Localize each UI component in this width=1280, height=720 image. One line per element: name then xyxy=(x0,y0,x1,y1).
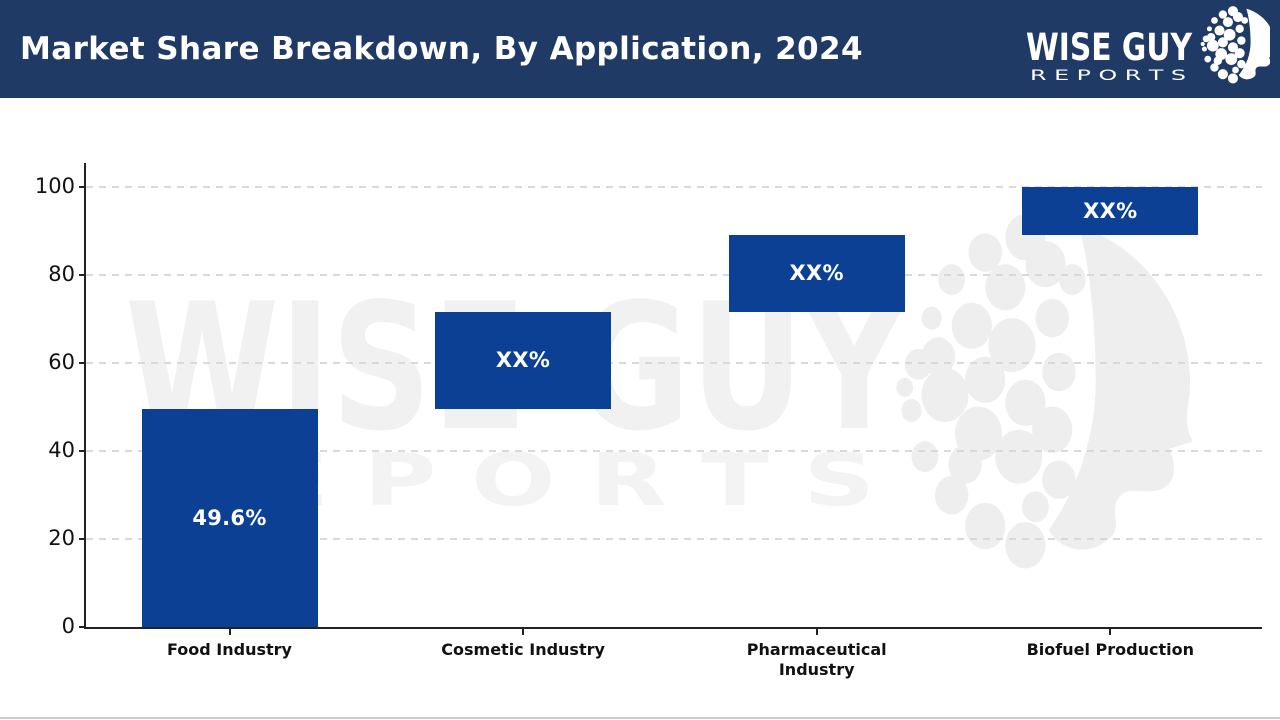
y-tick-mark xyxy=(79,626,86,628)
brand-logo: WISE GUY R E P O R T S xyxy=(1026,6,1270,84)
bottom-border xyxy=(0,717,1280,719)
gridline xyxy=(86,450,1262,452)
gridline xyxy=(86,274,1262,276)
app-header: Market Share Breakdown, By Application, … xyxy=(0,0,1280,98)
y-tick-label: 60 xyxy=(48,350,75,374)
x-tick-mark xyxy=(228,629,231,635)
bar-value-label: XX% xyxy=(789,261,844,286)
bar-food-industry: 49.6% xyxy=(141,408,318,627)
x-tick-mark xyxy=(815,629,818,635)
y-tick-label: 40 xyxy=(48,438,75,462)
bar-value-label: 49.6% xyxy=(192,505,267,530)
gridline xyxy=(86,538,1262,540)
y-tick-mark xyxy=(79,186,86,188)
logo-reports-wordmark: R E P O R T S xyxy=(1030,68,1186,84)
x-axis-line xyxy=(84,627,1262,629)
logo-wordmark: WISE GUY xyxy=(1026,26,1193,69)
y-tick-label: 100 xyxy=(34,174,75,198)
gridline xyxy=(86,362,1262,364)
gridline xyxy=(86,186,1262,188)
bar-biofuel-production: XX% xyxy=(1022,187,1199,235)
x-axis-label: Cosmetic Industry xyxy=(441,640,605,659)
y-axis-line xyxy=(84,163,86,629)
bar-value-label: XX% xyxy=(495,348,551,373)
y-tick-mark xyxy=(79,450,86,452)
x-axis-label: Biofuel Production xyxy=(1026,640,1194,659)
y-tick-label: 80 xyxy=(48,262,75,286)
x-axis-label: Food Industry xyxy=(167,640,292,659)
x-tick-mark xyxy=(1109,629,1112,635)
y-tick-mark xyxy=(79,274,86,276)
y-tick-label: 20 xyxy=(48,526,75,550)
bar-cosmetic-industry: XX% xyxy=(435,311,612,409)
y-tick-mark xyxy=(79,362,86,364)
y-tick-label: 0 xyxy=(61,614,75,638)
page-title: Market Share Breakdown, By Application, … xyxy=(20,31,863,67)
x-axis-label: Pharmaceutical Industry xyxy=(746,640,887,679)
bar-value-label: XX% xyxy=(1083,198,1138,223)
bar-pharmaceutical-industry: XX% xyxy=(728,234,905,312)
y-tick-mark xyxy=(79,538,86,540)
logo-head-icon xyxy=(1200,6,1270,84)
x-tick-mark xyxy=(522,629,525,635)
